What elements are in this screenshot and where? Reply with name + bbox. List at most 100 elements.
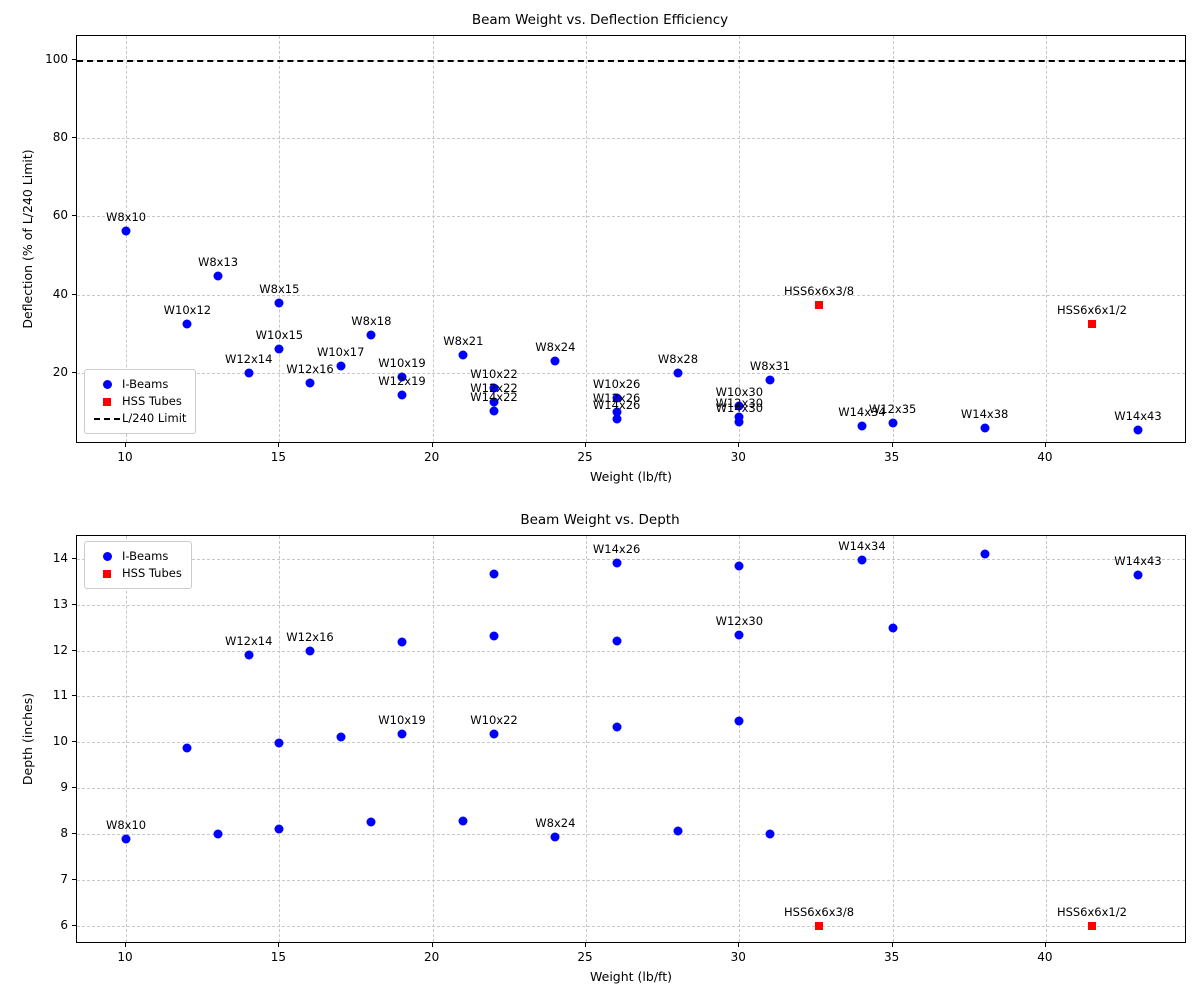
legend-square-marker — [92, 397, 122, 406]
x-tick-label: 15 — [270, 950, 287, 964]
gridline-horizontal — [77, 925, 1185, 927]
legend-item[interactable]: L/240 Limit — [92, 410, 186, 427]
panel-depth: Beam Weight vs. Depth W8x10 W12x14 W12x16 W1… — [0, 500, 1200, 1000]
gridline-vertical — [586, 36, 587, 442]
legend-item[interactable]: I-Beams — [92, 548, 182, 565]
data-point-ibeam — [182, 743, 192, 753]
y-tick-mark — [72, 649, 76, 651]
gridline-vertical — [739, 536, 741, 942]
y-tick-mark — [72, 695, 76, 697]
x-tick-mark — [125, 943, 127, 947]
data-point-ibeam — [366, 330, 376, 340]
data-point-label: W8x18 — [351, 313, 392, 328]
data-point-label: W8x15 — [259, 281, 300, 296]
y-axis-title: Depth (inches) — [20, 692, 35, 786]
data-point-ibeam — [489, 631, 499, 641]
chart-legend: I-Beams HSS Tubes L/240 Limit — [84, 369, 197, 434]
x-tick-mark — [738, 943, 740, 947]
y-tick-mark — [72, 557, 76, 559]
data-point-ibeam — [121, 226, 131, 236]
gridline-horizontal — [77, 216, 1185, 218]
data-point-ibeam — [305, 646, 315, 656]
data-point-label: HSS6x6x1/2 — [1056, 904, 1127, 919]
data-point-ibeam — [489, 397, 499, 407]
gridline-horizontal — [77, 742, 1185, 744]
gridline-horizontal — [77, 138, 1185, 139]
data-point-ibeam — [397, 372, 407, 382]
y-tick-label: 60 — [52, 208, 68, 223]
x-tick-label: 40 — [1037, 450, 1053, 464]
legend-circle-marker — [92, 552, 122, 561]
data-point-ibeam — [274, 298, 284, 308]
x-tick-label: 30 — [730, 450, 746, 464]
gridline-vertical — [432, 36, 434, 442]
data-point-label: W14x43 — [1114, 553, 1162, 568]
gridline-horizontal — [77, 294, 1185, 296]
data-point-label: W10x22 — [470, 367, 518, 382]
y-tick-mark — [72, 741, 76, 743]
gridline-horizontal — [77, 696, 1185, 698]
gridline-vertical — [126, 536, 128, 942]
data-point-ibeam — [213, 829, 223, 839]
plot-area: W8x10 W12x14 W10x12 W8x13 W8x15 W10x15 W12x16 W… — [76, 35, 1186, 443]
data-point-ibeam — [734, 417, 744, 427]
x-tick-mark — [891, 443, 893, 447]
y-tick-label: 11 — [52, 688, 68, 703]
x-tick-mark — [585, 443, 586, 447]
gridline-vertical — [279, 536, 281, 942]
x-tick-mark — [1044, 943, 1046, 947]
x-tick-label: 20 — [424, 450, 440, 464]
data-point-ibeam — [458, 350, 468, 360]
data-point-label: W8x24 — [535, 339, 576, 354]
data-point-ibeam — [612, 414, 622, 424]
gridline-horizontal — [77, 650, 1185, 652]
data-point-label: W12x19 — [378, 373, 426, 388]
y-tick-label: 80 — [52, 130, 68, 144]
x-tick-mark — [431, 443, 433, 447]
data-point-label: W12x35 — [868, 402, 917, 417]
gridline-horizontal — [77, 833, 1185, 835]
data-point-ibeam — [366, 817, 376, 827]
data-point-label: W10x15 — [255, 328, 304, 343]
data-point-ibeam — [734, 630, 744, 640]
data-point-label: W14x30 — [715, 400, 764, 415]
x-tick-mark — [431, 943, 433, 947]
data-point-label: W14x26 — [592, 397, 641, 412]
data-point-label: HSS6x6x3/8 — [784, 283, 855, 298]
y-tick-label: 8 — [60, 825, 68, 840]
data-point-ibeam — [274, 738, 284, 748]
legend-label: L/240 Limit — [122, 410, 187, 425]
data-point-ibeam — [673, 826, 683, 836]
x-tick-label: 30 — [730, 950, 746, 964]
data-point-label: W10x26 — [592, 377, 641, 392]
x-tick-label: 10 — [117, 950, 133, 964]
legend-label: I-Beams — [122, 376, 169, 391]
legend-item[interactable]: HSS Tubes — [92, 565, 182, 582]
legend-label: HSS Tubes — [122, 393, 182, 408]
gridline-vertical — [1045, 536, 1047, 942]
x-tick-label: 35 — [883, 950, 900, 964]
y-tick-label: 40 — [52, 286, 68, 301]
gridline-horizontal — [77, 558, 1185, 560]
legend-circle-marker — [92, 380, 122, 389]
legend-square-marker — [92, 569, 122, 578]
data-point-ibeam — [734, 412, 744, 422]
y-tick-mark — [72, 878, 76, 880]
legend-item[interactable]: I-Beams — [92, 376, 186, 393]
data-point-ibeam — [612, 722, 622, 732]
x-tick-mark — [125, 443, 127, 447]
data-point-ibeam — [489, 406, 499, 416]
legend-item[interactable]: HSS Tubes — [92, 393, 186, 410]
y-tick-label: 7 — [60, 871, 68, 886]
data-point-ibeam — [857, 555, 867, 565]
gridline-vertical — [892, 36, 894, 442]
data-point-ibeam — [734, 716, 744, 726]
panel-deflection-efficiency: Beam Weight vs. Deflection Efficiency W8x… — [20, 12, 1186, 484]
legend-label: HSS Tubes — [122, 565, 182, 580]
data-point-label: W10x12 — [163, 302, 212, 317]
y-tick-label: 9 — [60, 780, 68, 795]
data-point-label: W12x16 — [286, 630, 334, 645]
data-point-ibeam — [182, 319, 192, 329]
data-point-ibeam — [734, 401, 744, 411]
